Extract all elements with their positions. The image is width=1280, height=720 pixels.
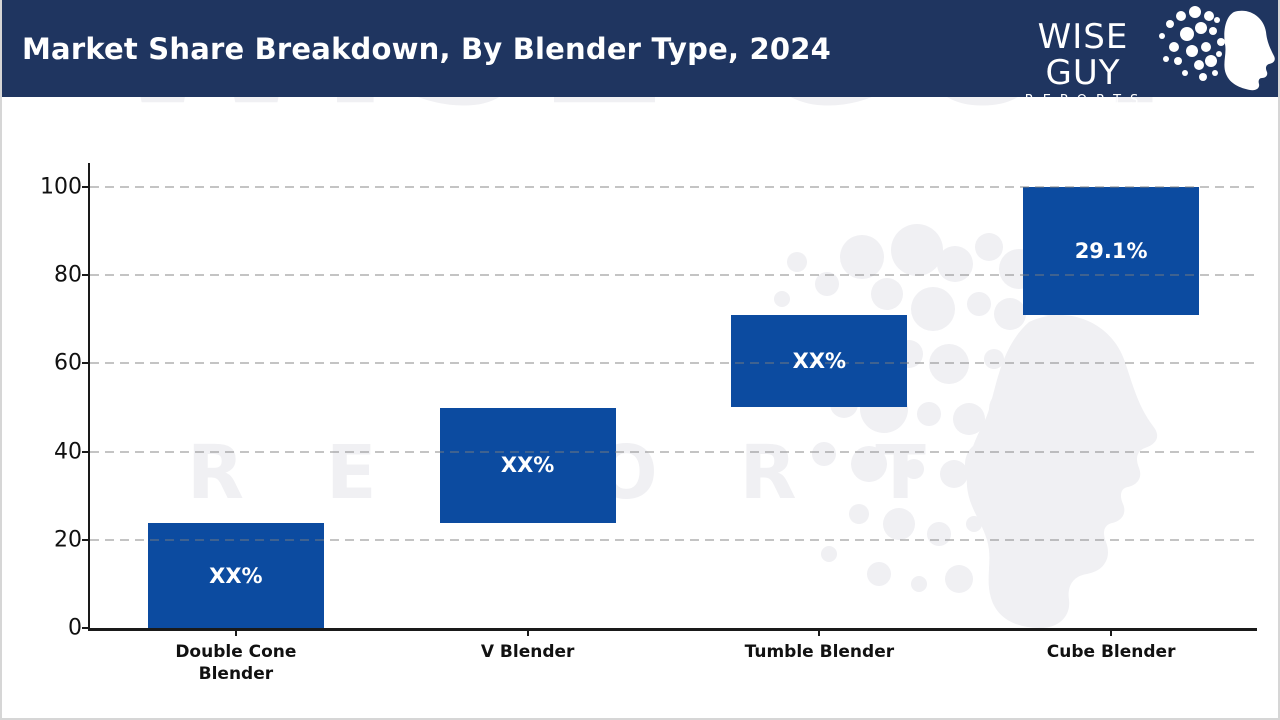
y-axis-line	[88, 163, 90, 630]
x-tick-mark	[234, 628, 237, 636]
chart-title: Market Share Breakdown, By Blender Type,…	[22, 31, 831, 66]
y-tick-mark	[82, 538, 90, 541]
bar-value-label: XX%	[500, 453, 555, 478]
bar-segment	[1023, 187, 1200, 316]
bars-layer	[2, 97, 1278, 718]
x-tick-label: V Blender	[480, 642, 575, 662]
x-tick-label: Cube Blender	[1046, 642, 1176, 662]
y-tick-label: 80	[54, 262, 82, 288]
plot-area: WISE GUY REPORTS	[2, 97, 1278, 718]
header: Market Share Breakdown, By Blender Type,…	[2, 0, 1278, 108]
y-tick-label: 0	[68, 615, 82, 641]
logo-face-icon	[1159, 6, 1275, 91]
gridlines-layer	[2, 97, 1278, 718]
wiseguy-logo: WISE GUY REPORTS	[1016, 6, 1276, 108]
x-tick-label: Tumble Blender	[744, 642, 895, 662]
x-tick-mark	[526, 628, 529, 636]
logo-subtext: REPORTS	[1024, 93, 1148, 109]
y-tick-mark	[82, 186, 90, 188]
y-tick-label: 20	[54, 527, 82, 553]
bar-segment	[439, 407, 616, 524]
bar-labels-layer: XX% XX% XX% 29.1%	[2, 97, 1278, 718]
gridline-80	[90, 274, 1257, 277]
bar-value-label: XX%	[792, 349, 847, 374]
bar-segment	[147, 523, 324, 628]
y-tick-mark	[82, 450, 90, 453]
y-tick-mark	[82, 274, 90, 277]
x-tick-mark	[818, 628, 821, 636]
y-tick-mark	[82, 627, 90, 629]
bar-segment	[731, 315, 908, 408]
bar-value-label: XX%	[209, 563, 263, 588]
y-tick-label: 60	[54, 350, 82, 376]
axes-layer: 0 20 40 60 80 100 Double Cone Blender V Blender…	[2, 97, 1278, 718]
x-tick-label: Double Cone Blender	[175, 642, 297, 685]
gridline-60	[90, 362, 1257, 365]
y-tick-label: 100	[40, 174, 82, 200]
watermark-wordmark: WISE GUY	[102, 97, 1207, 157]
x-tick-mark	[1110, 628, 1113, 636]
gridline-20	[90, 538, 1257, 541]
y-tick-label: 40	[54, 439, 82, 465]
gridline-100	[90, 186, 1257, 188]
logo-wordmark-text: WISE GUY	[1037, 17, 1129, 93]
logo-wordmark: WISE GUY REPORTS	[1016, 17, 1150, 109]
gridline-40	[90, 450, 1257, 453]
bar-value-label: 29.1%	[1074, 239, 1148, 264]
y-tick-mark	[82, 362, 90, 365]
x-axis-line	[88, 628, 1257, 631]
